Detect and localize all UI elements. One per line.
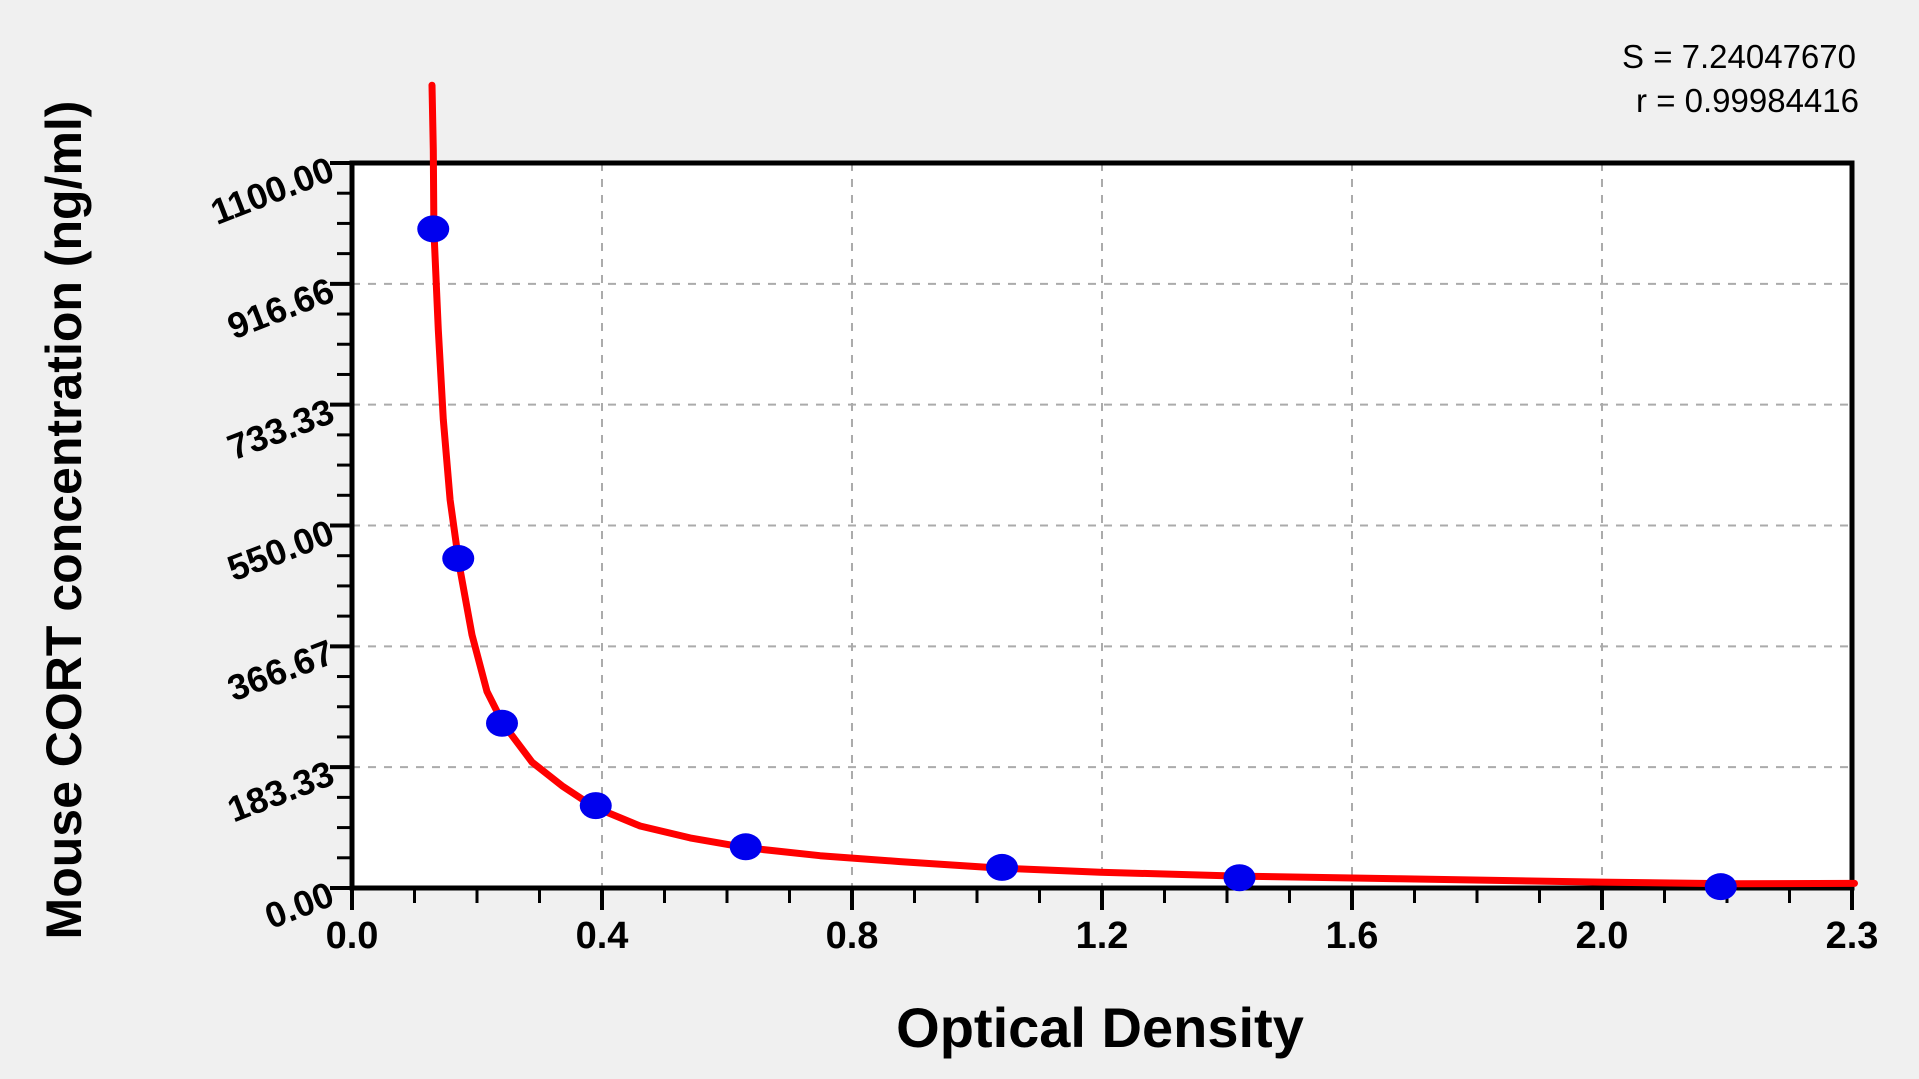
data-point (417, 215, 450, 243)
stat-r-value: r = 0.99984416 (1636, 82, 1859, 119)
data-point (986, 853, 1018, 881)
x-tick-label: 1.2 (1075, 915, 1129, 957)
data-point (1223, 864, 1256, 892)
data-point (579, 792, 612, 820)
axes-frame (349, 160, 1855, 891)
y-axis-title: Mouse CORT concentration (ng/ml) (36, 100, 92, 940)
x-tick-label: 2.3 (1825, 915, 1879, 957)
x-tick-label: 1.6 (1325, 915, 1379, 957)
data-point (729, 833, 762, 861)
data-point (442, 544, 475, 572)
x-tick-label: 0.8 (825, 915, 879, 957)
x-tick-label: 2.0 (1575, 915, 1629, 957)
stat-s-value: S = 7.24047670 (1622, 38, 1856, 75)
x-axis-title: Optical Density (896, 996, 1304, 1059)
x-tick-label: 0.0 (325, 915, 379, 957)
data-point (486, 709, 518, 737)
x-tick-label: 0.4 (575, 915, 629, 957)
data-point (1704, 873, 1737, 901)
